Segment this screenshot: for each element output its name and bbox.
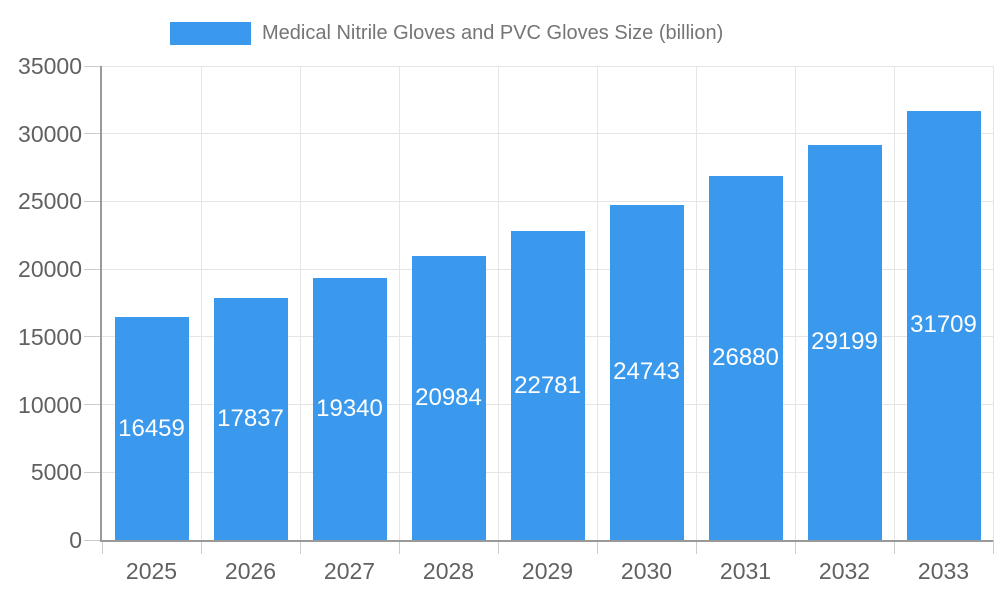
bar[interactable] [114, 317, 189, 540]
y-axis-label: 15000 [18, 323, 82, 350]
x-gridline [299, 66, 301, 540]
x-axis-label: 2031 [719, 558, 772, 584]
x-axis-tick [101, 540, 103, 554]
x-gridline [695, 66, 697, 540]
x-axis-tick [893, 540, 895, 554]
y-axis-tick [84, 539, 102, 541]
x-axis-label: 2026 [224, 558, 277, 584]
y-axis-tick [84, 65, 102, 67]
y-axis-tick [84, 471, 102, 473]
x-axis-tick [596, 540, 598, 554]
bar[interactable] [411, 255, 486, 540]
legend-label: Medical Nitrile Gloves and PVC Gloves Si… [262, 22, 724, 44]
y-axis-label: 20000 [18, 256, 82, 283]
y-axis-label: 35000 [18, 53, 82, 79]
x-axis-tick [695, 540, 697, 554]
y-axis-tick [84, 200, 102, 202]
x-axis-tick [497, 540, 499, 554]
x-gridline [497, 66, 499, 540]
x-axis-tick [299, 540, 301, 554]
x-gridline [200, 66, 202, 540]
y-axis-label: 10000 [18, 391, 82, 418]
y-axis-tick [84, 268, 102, 270]
x-axis-line [100, 540, 993, 542]
bar[interactable] [609, 204, 684, 540]
x-axis-label: 2033 [917, 558, 970, 584]
y-axis-line [100, 66, 102, 540]
y-gridline [102, 200, 993, 202]
y-gridline [102, 133, 993, 135]
x-axis-tick [992, 540, 994, 554]
x-axis-tick [200, 540, 202, 554]
x-axis-label: 2029 [521, 558, 574, 584]
bar[interactable] [312, 278, 387, 540]
bar[interactable] [906, 110, 981, 540]
y-axis-label: 5000 [30, 459, 82, 486]
x-axis-label: 2027 [323, 558, 376, 584]
x-axis-label: 2030 [620, 558, 673, 584]
y-axis-tick [84, 336, 102, 338]
bar[interactable] [213, 298, 288, 540]
x-gridline [794, 66, 796, 540]
y-axis-tick [84, 133, 102, 135]
y-axis-label: 25000 [18, 188, 82, 215]
x-axis-label: 2032 [818, 558, 871, 584]
x-axis-label: 2025 [125, 558, 178, 584]
legend-swatch [170, 22, 251, 45]
legend[interactable]: Medical Nitrile Gloves and PVC Gloves Si… [170, 20, 723, 47]
y-axis-label: 30000 [18, 120, 82, 147]
y-axis-label: 0 [69, 527, 82, 553]
x-axis-tick [794, 540, 796, 554]
bar[interactable] [807, 144, 882, 540]
x-axis-tick [398, 540, 400, 554]
x-gridline [893, 66, 895, 540]
x-gridline [992, 66, 994, 540]
y-axis-tick [84, 404, 102, 406]
y-gridline [102, 65, 993, 67]
bar[interactable] [708, 175, 783, 540]
bar[interactable] [510, 231, 585, 540]
x-axis-label: 2028 [422, 558, 475, 584]
x-gridline [596, 66, 598, 540]
x-gridline [398, 66, 400, 540]
